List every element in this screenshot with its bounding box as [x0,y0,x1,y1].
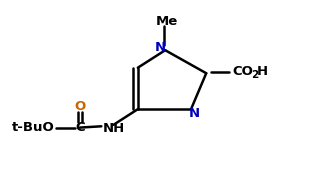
Text: Me: Me [156,15,178,28]
Text: t-BuO: t-BuO [12,121,54,134]
Text: H: H [256,65,267,78]
Text: CO: CO [233,65,253,78]
Text: O: O [74,100,86,113]
Text: N: N [155,41,166,54]
Text: NH: NH [103,122,125,135]
Text: N: N [188,107,200,120]
Text: 2: 2 [251,70,258,80]
Text: C: C [75,121,85,134]
